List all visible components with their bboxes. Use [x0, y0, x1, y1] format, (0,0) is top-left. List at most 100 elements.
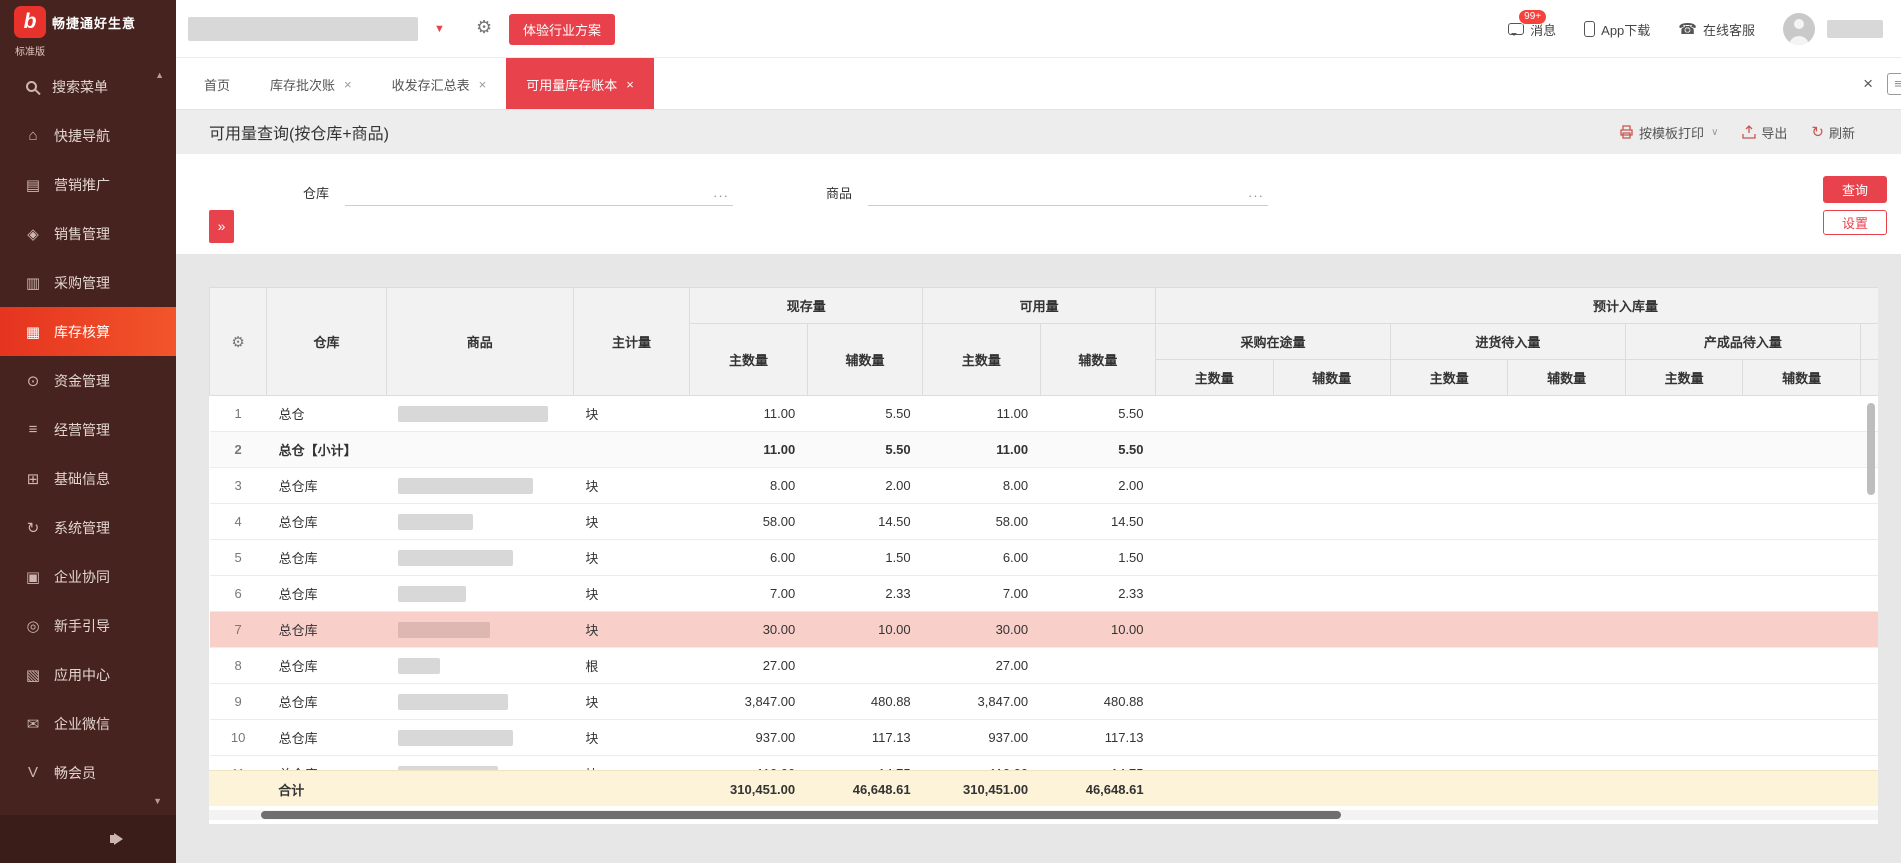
sidebar-item-gift[interactable]: ▤ 营销推广	[0, 160, 176, 209]
menu-scroll-up-icon[interactable]: ▲	[155, 70, 164, 80]
cell-product	[386, 395, 574, 432]
sidebar-item-collab[interactable]: ▣ 企业协同	[0, 552, 176, 601]
group-header-other-clipped: 其他待入量	[1859, 323, 1878, 360]
total-empty	[1861, 771, 1878, 806]
col-header-warehouse[interactable]: 仓库	[266, 287, 387, 396]
menu-scroll-down-icon[interactable]: ▼	[153, 796, 162, 806]
user-avatar[interactable]	[1783, 13, 1815, 45]
cell-empty	[1742, 647, 1861, 684]
tab-close-icon[interactable]: ×	[478, 76, 487, 92]
speaker-icon[interactable]	[110, 833, 123, 845]
horizontal-scrollbar[interactable]	[209, 810, 1878, 820]
table-row[interactable]: 2 总仓【小计】 11.00 5.50 11.00 5.50	[209, 431, 1878, 468]
sidebar-item-label: 应用中心	[54, 666, 110, 683]
column-settings-gear-icon[interactable]: ⚙	[231, 333, 245, 351]
title-bar: 可用量查询(按仓库+商品) 按模板打印 ∨ 导出 ↻ 刷新	[176, 110, 1901, 154]
product-input[interactable]: ···	[868, 180, 1269, 206]
bag-icon: ▥	[25, 274, 41, 292]
warehouse-input[interactable]: ···	[345, 180, 734, 206]
sidebar-item-bag[interactable]: ▥ 采购管理	[0, 258, 176, 307]
messages-label: 消息	[1530, 22, 1557, 38]
cell-avail-main: 58.00	[922, 503, 1041, 540]
table-row[interactable]: 1 总仓块 11.00 5.50 11.00 5.50	[209, 395, 1878, 432]
tab-home[interactable]: 首页	[184, 58, 250, 109]
sidebar-item-diamond[interactable]: ◈ 销售管理	[0, 209, 176, 258]
sidebar-menu: 搜索菜单 ⌂ 快捷导航 ▤ 营销推广 ◈ 销售管理 ▥ 采购管理 ▦ 库存核算 ⊙ 资金管理 ≡ 经营管理 ⊞…	[0, 62, 176, 797]
tab-2[interactable]: 收发存汇总表 ×	[372, 58, 507, 109]
sidebar-item-coin[interactable]: ⊙ 资金管理	[0, 356, 176, 405]
vertical-scrollbar-thumb[interactable]	[1867, 403, 1875, 495]
print-by-template-button[interactable]: 按模板打印 ∨	[1619, 123, 1718, 142]
collab-icon: ▣	[25, 568, 41, 586]
col-header-available-aux[interactable]: 辅数量	[1039, 323, 1157, 396]
table-row[interactable]: 3 总仓库块 8.00 2.00 8.00 2.00	[209, 467, 1878, 504]
query-button[interactable]: 查询	[1823, 176, 1887, 203]
collapse-filter-button[interactable]: »	[209, 210, 234, 243]
cell-avail-main: 11.00	[922, 395, 1041, 432]
sidebar-item-guide[interactable]: ◎ 新手引导	[0, 601, 176, 650]
printer-icon	[1620, 125, 1633, 139]
cell-empty	[1390, 683, 1508, 720]
warehouse-picker-icon[interactable]: ···	[713, 188, 730, 203]
sidebar-item-wechat[interactable]: ✉ 企业微信	[0, 699, 176, 748]
col-header-other-main[interactable]: 主数量	[1859, 359, 1878, 396]
trial-plan-button[interactable]: 体验行业方案	[509, 14, 616, 45]
sidebar-item-search[interactable]: 搜索菜单	[0, 62, 176, 111]
tab-list-icon[interactable]: ≡	[1887, 73, 1901, 95]
close-all-tabs-button[interactable]: ×	[1863, 74, 1873, 93]
col-header-incoming-main[interactable]: 主数量	[1389, 359, 1509, 396]
table-row[interactable]: 7 总仓库块 30.00 10.00 30.00 10.00	[209, 611, 1878, 648]
cell-row-no: 9	[209, 683, 267, 720]
gear-icon[interactable]: ⚙	[476, 17, 493, 37]
sidebar-item-apps[interactable]: ▧ 应用中心	[0, 650, 176, 699]
refresh-button[interactable]: ↻ 刷新	[1811, 123, 1855, 142]
cell-empty	[1625, 575, 1743, 612]
tab-1[interactable]: 库存批次账 ×	[250, 58, 372, 109]
col-header-incoming-aux[interactable]: 辅数量	[1507, 359, 1626, 396]
table-row[interactable]: 4 总仓库块 58.00 14.50 58.00 14.50	[209, 503, 1878, 540]
support-label: 在线客服	[1702, 22, 1755, 38]
sidebar-item-member[interactable]: V 畅会员	[0, 748, 176, 797]
cell-unit: 块	[573, 683, 690, 720]
tab-3[interactable]: 可用量库存账本 ×	[506, 58, 654, 109]
cell-empty	[1507, 395, 1626, 432]
col-header-unit[interactable]: 主计量	[572, 287, 691, 396]
sidebar-item-home[interactable]: ⌂ 快捷导航	[0, 111, 176, 160]
tab-close-icon[interactable]: ×	[344, 76, 352, 92]
cell-empty	[1860, 539, 1878, 576]
col-header-purchase-main[interactable]: 主数量	[1155, 359, 1274, 396]
col-header-stock-main[interactable]: 主数量	[689, 323, 808, 396]
product-picker-icon[interactable]: ···	[1248, 188, 1265, 203]
support-button[interactable]: ☎ 在线客服	[1678, 20, 1755, 39]
sidebar-item-report[interactable]: ≡ 经营管理	[0, 405, 176, 454]
cell-avail-main: 30.00	[922, 611, 1041, 648]
sidebar-item-warehouse[interactable]: ▦ 库存核算	[0, 307, 176, 356]
table-body: 1 总仓块 11.00 5.50 11.00 5.50 2 总仓【小计】 11.00 5.50 11…	[209, 395, 1878, 792]
col-header-purchase-aux[interactable]: 辅数量	[1272, 359, 1391, 396]
col-header-available-main[interactable]: 主数量	[922, 323, 1041, 396]
cell-empty	[1155, 719, 1273, 756]
table-row[interactable]: 6 总仓库块 7.00 2.33 7.00 2.33	[209, 575, 1878, 612]
table-row[interactable]: 10 总仓库块 937.00 117.13 937.00 117.13	[209, 719, 1878, 756]
total-empty	[209, 771, 266, 806]
total-empty	[1273, 771, 1391, 806]
cell-stock-main: 27.00	[689, 647, 808, 684]
table-row[interactable]: 9 总仓库块 3,847.00 480.88 3,847.00 480.88	[209, 683, 1878, 720]
app-download-button[interactable]: App下载	[1584, 20, 1650, 39]
cell-empty	[1155, 503, 1273, 540]
messages-button[interactable]: 消息 99+	[1508, 8, 1557, 39]
company-selector[interactable]: ▼	[188, 14, 445, 44]
col-header-finished-aux[interactable]: 辅数量	[1742, 359, 1861, 396]
tab-close-icon[interactable]: ×	[626, 76, 634, 92]
table-row[interactable]: 5 总仓库块 6.00 1.50 6.00 1.50	[209, 539, 1878, 576]
col-header-stock-aux[interactable]: 辅数量	[806, 323, 924, 396]
info-grid-icon: ⊞	[26, 470, 40, 488]
table-row[interactable]: 8 总仓库根 27.00 27.00	[209, 647, 1878, 684]
col-header-finished-main[interactable]: 主数量	[1624, 359, 1744, 396]
horizontal-scrollbar-thumb[interactable]	[261, 811, 1341, 819]
export-button[interactable]: 导出	[1742, 123, 1787, 142]
col-header-product[interactable]: 商品	[385, 287, 574, 396]
settings-button[interactable]: 设置	[1823, 210, 1887, 235]
sidebar-item-info-grid[interactable]: ⊞ 基础信息	[0, 454, 176, 503]
sidebar-item-system[interactable]: ↻ 系统管理	[0, 503, 176, 552]
